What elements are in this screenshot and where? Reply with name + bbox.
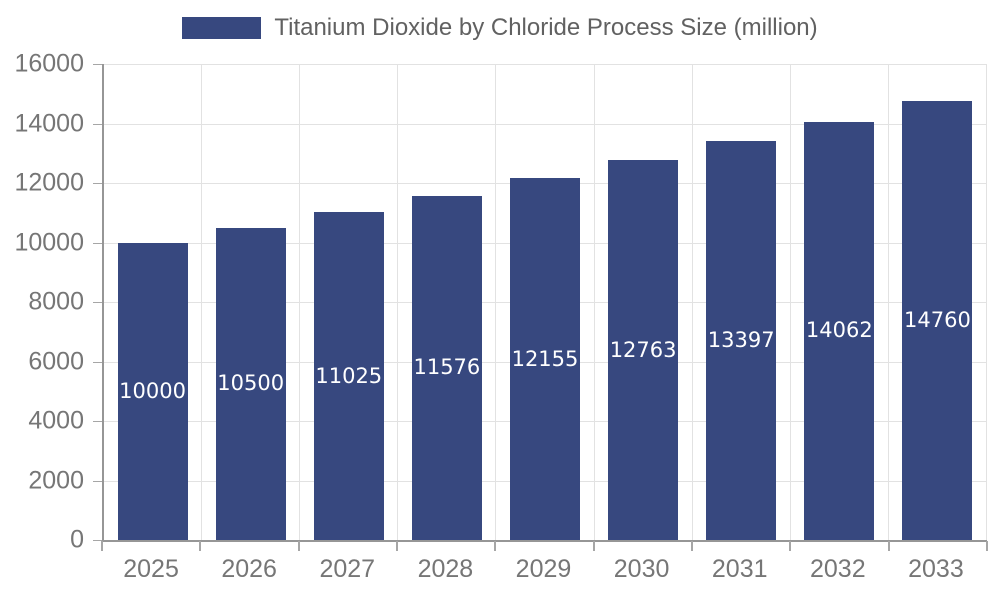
- bar-value-label: 11576: [413, 355, 481, 380]
- bar-value-label: 11025: [315, 363, 383, 388]
- bar-value-label: 14062: [805, 318, 873, 343]
- bars-container: 10000 10500 11025 11576 12155 12763 13397 14062…: [104, 64, 987, 540]
- bar-slot: 14062: [791, 64, 889, 540]
- x-tick-label: 2027: [319, 555, 376, 583]
- y-axis-labels: 0 2000 4000 6000 8000 10000 12000 14000 16000: [0, 51, 84, 552]
- x-axis-labels: 2025 2026 2027 2028 2029 2030 2031 2032 2033: [102, 554, 985, 584]
- bar-value-label: 12155: [511, 346, 579, 371]
- y-tick: [93, 242, 102, 244]
- bar-slot: 11576: [398, 64, 497, 540]
- y-tick: [93, 480, 102, 482]
- x-tick: [592, 541, 595, 551]
- bar[interactable]: 12763: [608, 160, 679, 540]
- y-tick-label: 2000: [28, 466, 84, 494]
- y-tick-label: 8000: [28, 287, 84, 316]
- bar-slot: 10500: [202, 64, 301, 540]
- h-gridline: [104, 123, 987, 125]
- y-tick: [93, 361, 102, 363]
- x-tick: [395, 541, 398, 551]
- x-tick-label: 2031: [711, 555, 768, 583]
- y-tick-label: 14000: [14, 109, 84, 137]
- bar[interactable]: 12155: [510, 178, 580, 540]
- y-tick-label: 10000: [14, 228, 84, 256]
- x-tick: [986, 541, 988, 551]
- x-tick: [101, 541, 103, 551]
- x-tick-label: 2026: [221, 555, 277, 583]
- x-tick-label: 2030: [613, 555, 670, 583]
- bar-value-label: 10000: [119, 378, 186, 403]
- legend[interactable]: Titanium Dioxide by Chloride Process Siz…: [0, 14, 1000, 42]
- x-tick-label: 2032: [810, 555, 866, 583]
- legend-swatch-icon: [182, 17, 262, 39]
- x-tick: [789, 541, 792, 551]
- bar[interactable]: 11576: [411, 195, 482, 540]
- y-tick-label: 6000: [28, 347, 84, 375]
- bar-value-label: 10500: [217, 371, 285, 396]
- h-gridline: [104, 64, 987, 65]
- y-tick-label: 0: [70, 525, 84, 554]
- bar[interactable]: 14062: [804, 121, 875, 540]
- x-ticks: [101, 541, 988, 551]
- bar-slot: 14760: [889, 64, 987, 540]
- x-tick: [690, 541, 693, 551]
- bar-slot: 10000: [104, 64, 203, 540]
- bar[interactable]: 10500: [215, 227, 286, 540]
- legend-label: Titanium Dioxide by Chloride Process Siz…: [274, 14, 818, 41]
- y-tick: [93, 540, 102, 541]
- y-tick-label: 16000: [14, 49, 84, 78]
- bar-value-label: 14760: [904, 307, 971, 332]
- x-tick: [887, 541, 890, 551]
- bar[interactable]: 13397: [706, 141, 777, 540]
- y-tick: [93, 421, 102, 422]
- plot-area: 10000 10500 11025 11576 12155 12763 13397 14062…: [93, 64, 987, 542]
- y-tick: [93, 302, 102, 303]
- y-tick: [93, 183, 102, 184]
- bar-slot: 13397: [693, 64, 791, 540]
- bar[interactable]: 14760: [902, 100, 973, 540]
- x-tick: [297, 541, 300, 551]
- x-tick-label: 2033: [908, 555, 964, 583]
- x-tick-label: 2028: [417, 555, 474, 583]
- y-tick-label: 4000: [28, 406, 84, 435]
- bar[interactable]: 10000: [117, 242, 188, 540]
- x-tick: [199, 541, 202, 551]
- bar-value-label: 13397: [707, 328, 775, 353]
- x-tick: [494, 541, 497, 551]
- y-tick-label: 12000: [14, 168, 84, 197]
- bar-slot: 12155: [496, 64, 595, 540]
- y-tick: [93, 123, 102, 125]
- bar-value-label: 12763: [609, 337, 677, 362]
- bar-slot: 11025: [300, 64, 399, 540]
- x-tick-label: 2029: [515, 555, 572, 583]
- x-tick-label: 2025: [123, 555, 179, 583]
- bar[interactable]: 11025: [313, 212, 384, 540]
- bar-slot: 12763: [595, 64, 693, 540]
- y-tick: [93, 64, 102, 65]
